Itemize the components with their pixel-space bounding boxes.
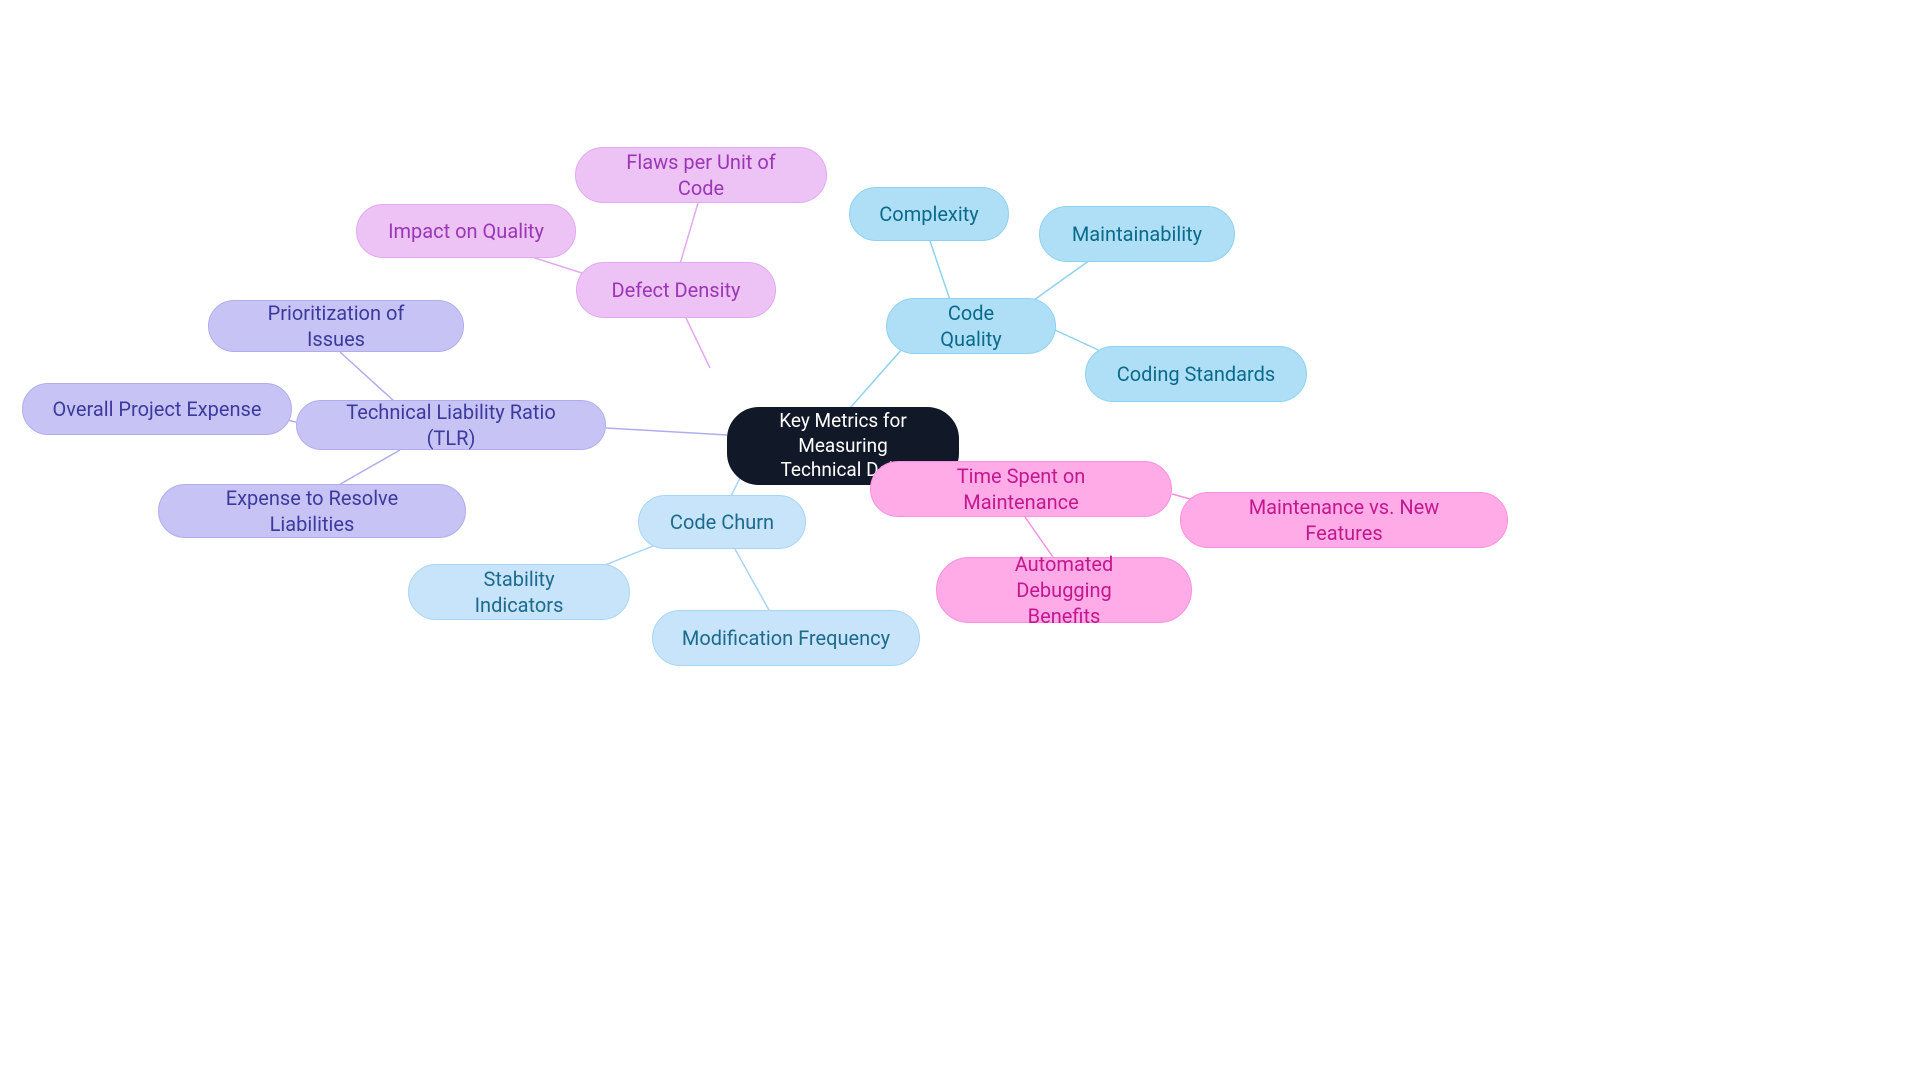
node-automated-debugging: Automated Debugging Benefits (936, 557, 1192, 623)
edge (843, 340, 910, 416)
node-coding-standards: Coding Standards (1085, 346, 1307, 402)
edge (735, 549, 770, 612)
node-code-quality: Code Quality (886, 298, 1056, 354)
edge (606, 428, 727, 435)
node-code-churn: Code Churn (638, 495, 806, 549)
node-prioritization: Prioritization of Issues (208, 300, 464, 352)
node-defect-density: Defect Density (576, 262, 776, 318)
node-overall-expense: Overall Project Expense (22, 383, 292, 435)
edges-layer (0, 0, 1920, 1083)
edge (686, 318, 710, 368)
edge (930, 241, 950, 300)
node-flaws-per-unit: Flaws per Unit of Code (575, 147, 827, 203)
node-time-maintenance: Time Spent on Maintenance (870, 461, 1172, 517)
node-modification-freq: Modification Frequency (652, 610, 920, 666)
node-stability: Stability Indicators (408, 564, 630, 620)
node-maintainability: Maintainability (1039, 206, 1235, 262)
node-tlr: Technical Liability Ratio (TLR) (296, 400, 606, 450)
edge (680, 203, 698, 264)
node-impact-quality: Impact on Quality (356, 204, 576, 258)
node-maintenance-vs-new: Maintenance vs. New Features (1180, 492, 1508, 548)
edge (340, 352, 395, 402)
node-expense-resolve: Expense to Resolve Liabilities (158, 484, 466, 538)
node-complexity: Complexity (849, 187, 1009, 241)
